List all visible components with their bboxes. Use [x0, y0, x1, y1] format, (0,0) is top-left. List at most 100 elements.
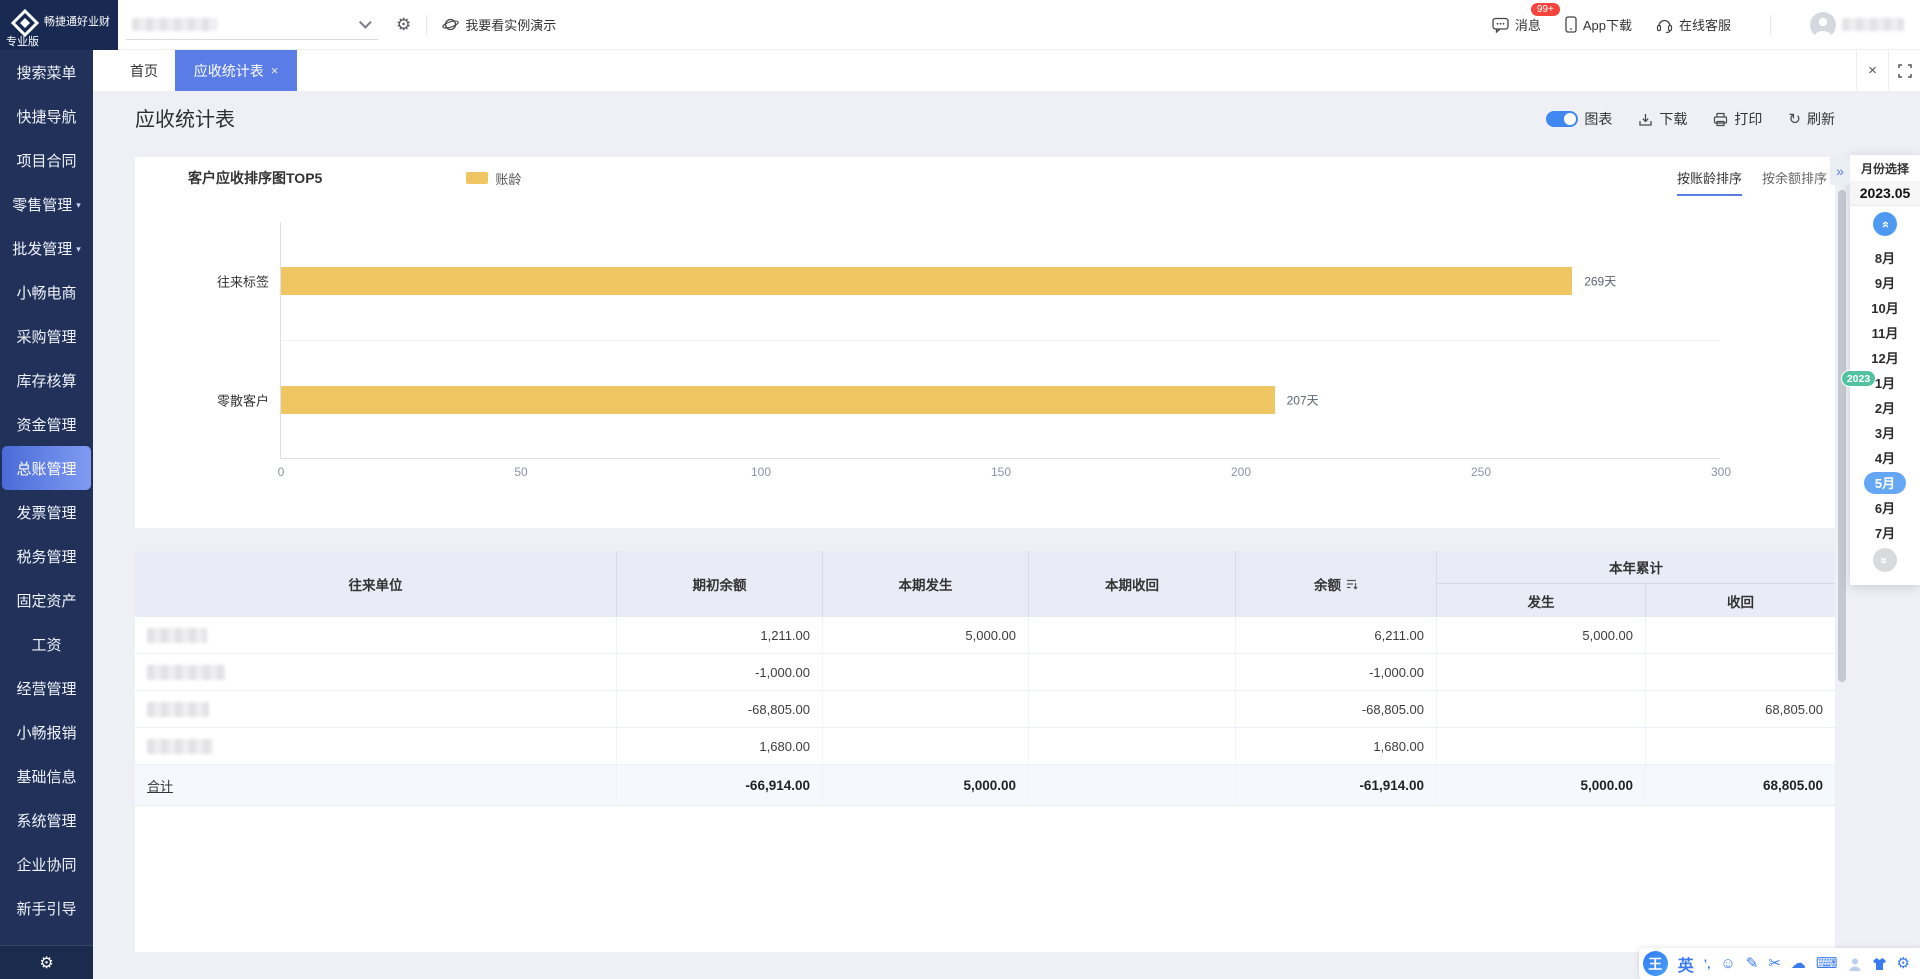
- sidebar-item[interactable]: 发票管理: [0, 490, 93, 534]
- month-item[interactable]: 6月: [1850, 495, 1920, 520]
- sidebar-item[interactable]: 税务管理: [0, 534, 93, 578]
- sidebar-item[interactable]: 新手引导: [0, 886, 93, 930]
- sort-tab[interactable]: 按账龄排序: [1676, 168, 1742, 196]
- sidebar-item[interactable]: 采购管理: [0, 314, 93, 358]
- sidebar-item[interactable]: 搜索菜单: [0, 50, 93, 94]
- column-header[interactable]: 往来单位: [135, 551, 617, 617]
- sidebar-item[interactable]: 工资: [0, 622, 93, 666]
- sidebar-item[interactable]: 系统管理: [0, 798, 93, 842]
- sidebar-item[interactable]: 基础信息: [0, 754, 93, 798]
- month-item[interactable]: 3月: [1850, 420, 1920, 445]
- scroll-down-button[interactable]: »: [1873, 548, 1897, 572]
- punctuation-icon[interactable]: ’,: [1703, 956, 1711, 971]
- column-header[interactable]: 期初余额: [617, 551, 823, 617]
- sort-tab[interactable]: 按余额排序: [1761, 171, 1827, 186]
- month-label: 1月: [1874, 376, 1896, 391]
- sidebar-item[interactable]: 零售管理 ▾: [0, 182, 93, 226]
- sidebar-footer: ⚙: [0, 945, 93, 979]
- sidebar-item[interactable]: 项目合同: [0, 138, 93, 182]
- month-item[interactable]: 4月: [1850, 445, 1920, 470]
- month-panel-title: 月份选择: [1860, 161, 1909, 176]
- keyboard-icon[interactable]: ⌨: [1815, 955, 1838, 972]
- current-period[interactable]: 2023.05: [1850, 181, 1920, 206]
- table-cell: [823, 654, 1029, 690]
- gear-icon[interactable]: ⚙: [396, 14, 412, 34]
- planet-icon: [442, 16, 459, 33]
- messages-badge: 99+: [1529, 2, 1561, 17]
- chart-bar: [281, 267, 1573, 296]
- chart-toggle[interactable]: 图表: [1546, 109, 1612, 129]
- tab-close-icon[interactable]: ×: [270, 63, 279, 78]
- demo-link[interactable]: 我要看实例演示: [442, 15, 556, 34]
- sidebar-item[interactable]: 快捷导航: [0, 94, 93, 138]
- print-button[interactable]: 打印: [1713, 109, 1762, 129]
- app-download-button[interactable]: App下载: [1565, 15, 1632, 34]
- scrollbar-thumb[interactable]: [1838, 190, 1846, 682]
- ime-logo[interactable]: 王: [1642, 951, 1668, 976]
- scissors-icon[interactable]: ✂: [1768, 955, 1781, 972]
- column-header[interactable]: 本期发生: [823, 551, 1029, 617]
- sidebar-item[interactable]: 固定资产: [0, 578, 93, 622]
- tab-home[interactable]: 首页: [130, 62, 158, 79]
- collapse-panel-button[interactable]: »: [1830, 157, 1850, 185]
- scroll-up-button[interactable]: »: [1873, 212, 1897, 236]
- month-item[interactable]: 8月: [1850, 245, 1920, 270]
- month-item[interactable]: 2月: [1850, 395, 1920, 420]
- ime-language-toggle[interactable]: 英: [1677, 957, 1694, 975]
- month-item[interactable]: 11月: [1850, 320, 1920, 345]
- toggle-switch[interactable]: [1546, 111, 1579, 127]
- total-link[interactable]: 合计: [147, 778, 174, 794]
- settings-gear-icon[interactable]: ⚙: [39, 954, 54, 972]
- sidebar-item[interactable]: 资金管理: [0, 402, 93, 446]
- messages-button[interactable]: 消息 99+: [1492, 2, 1561, 34]
- chart-plot: 269天 往来标签 207天 零散客户 0 50 100 150 200 250 300: [217, 222, 1731, 479]
- sub-column-header[interactable]: 收回: [1727, 594, 1754, 610]
- customer-name-cell: [135, 691, 617, 727]
- sidebar-item[interactable]: 库存核算: [0, 358, 93, 402]
- refresh-button[interactable]: ↻ 刷新: [1788, 111, 1835, 128]
- smiley-icon[interactable]: ☺: [1720, 955, 1736, 972]
- bar-value-label: 207天: [1286, 393, 1319, 408]
- pen-icon[interactable]: ✎: [1745, 955, 1759, 972]
- column-header[interactable]: 余额: [1236, 551, 1437, 617]
- cloud-icon[interactable]: ☁: [1790, 955, 1806, 972]
- sidebar-item[interactable]: 批发管理 ▾: [0, 226, 93, 270]
- chart-legend[interactable]: 账龄: [466, 169, 521, 188]
- gear-icon[interactable]: ⚙: [1896, 955, 1910, 972]
- chart-header: 客户应收排序图TOP5 账龄: [188, 168, 521, 188]
- chevron-up-icon: »: [1877, 220, 1893, 228]
- org-selector[interactable]: [126, 10, 378, 40]
- close-icon[interactable]: ×: [1856, 50, 1888, 91]
- month-item[interactable]: 12月: [1850, 345, 1920, 370]
- month-item-selected[interactable]: 5月: [1850, 470, 1920, 495]
- table-cell: 5,000.00: [823, 617, 1029, 653]
- customer-name-cell: [135, 617, 617, 653]
- month-item[interactable]: 9月: [1850, 270, 1920, 295]
- month-item[interactable]: 10月: [1850, 295, 1920, 320]
- fullscreen-icon[interactable]: [1888, 50, 1920, 91]
- online-support-button[interactable]: 在线客服: [1656, 15, 1731, 34]
- sidebar-item[interactable]: 企业协同: [0, 842, 93, 886]
- x-axis-tick-label: 300: [1710, 465, 1732, 479]
- refresh-icon: ↻: [1788, 111, 1801, 128]
- sidebar-item-label: 批发管理: [12, 240, 73, 258]
- month-item[interactable]: 1月: [1850, 370, 1920, 395]
- table-cell: 1,680.00: [617, 728, 823, 764]
- sidebar-item-label: 新手引导: [16, 900, 77, 918]
- sidebar-item[interactable]: 经营管理: [0, 666, 93, 710]
- shirt-icon[interactable]: [1872, 957, 1887, 971]
- column-header[interactable]: 本期收回: [1029, 551, 1236, 617]
- legend-swatch: [466, 172, 489, 184]
- user-account[interactable]: [1810, 11, 1904, 38]
- person-icon[interactable]: [1848, 957, 1862, 971]
- download-button[interactable]: 下载: [1638, 109, 1687, 129]
- sidebar-item-label: 项目合同: [16, 152, 77, 170]
- total-label-cell: 合计: [135, 765, 617, 805]
- sub-column-header[interactable]: 发生: [1437, 584, 1646, 617]
- sidebar-item[interactable]: 总账管理: [2, 446, 91, 490]
- sidebar-item[interactable]: 小畅报销: [0, 710, 93, 754]
- tab-receivables-report[interactable]: 应收统计表 ×: [175, 50, 297, 91]
- month-item[interactable]: 7月: [1850, 520, 1920, 545]
- sidebar-item[interactable]: 小畅电商: [0, 270, 93, 314]
- sort-icon[interactable]: [1346, 578, 1358, 590]
